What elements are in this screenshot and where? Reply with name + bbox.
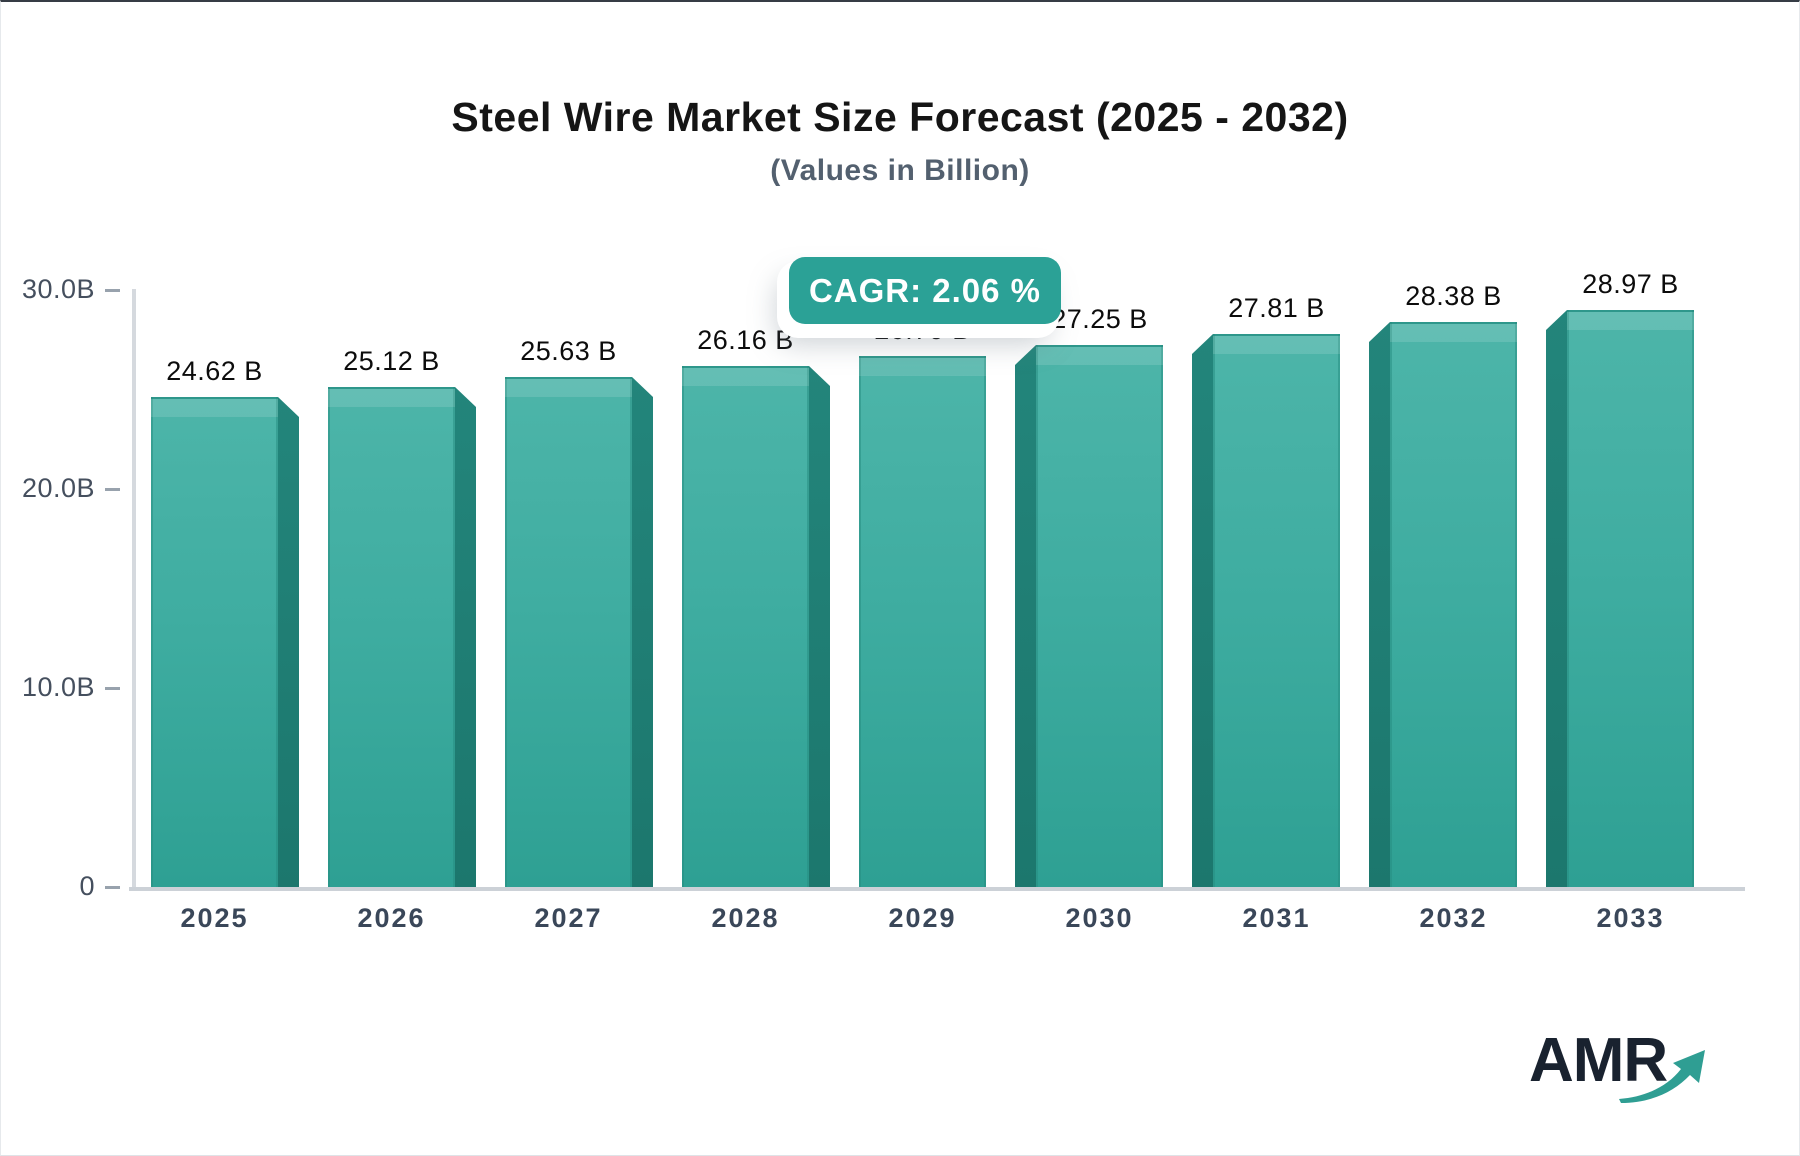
x-category-label: 2029 — [888, 903, 957, 933]
x-axis-line — [129, 887, 1745, 891]
amr-logo-text: AMR — [1529, 1026, 1668, 1095]
amr-logo: AMR — [1529, 1026, 1729, 1112]
bar-front-face — [682, 366, 809, 887]
bar[interactable] — [1546, 310, 1694, 887]
bar-value-label: 28.97 B — [1582, 269, 1679, 299]
bar-value-label: 28.38 B — [1405, 281, 1502, 311]
y-tick-label: 30.0B — [21, 274, 95, 304]
x-category-label: 2025 — [180, 903, 249, 933]
bar-front-face — [151, 397, 278, 887]
y-tick-dash — [105, 886, 120, 889]
chart-subtitle: (Values in Billion) — [770, 154, 1030, 187]
cagr-badge-label: CAGR: 2.06 % — [808, 272, 1042, 309]
chart-title: Steel Wire Market Size Forecast (2025 - … — [451, 94, 1349, 140]
bar-front-face — [1567, 310, 1694, 887]
bar-front-face — [859, 356, 986, 887]
y-tick-label: 0 — [79, 871, 95, 901]
bar[interactable] — [1192, 334, 1340, 887]
x-category-label: 2026 — [357, 903, 426, 933]
bar[interactable] — [328, 387, 476, 887]
bar-value-label: 25.63 B — [520, 336, 617, 366]
bar-front-face — [1390, 322, 1517, 887]
bar-side-face — [809, 366, 830, 887]
bar-value-label: 25.12 B — [343, 346, 440, 376]
bar-value-label: 26.16 B — [697, 325, 794, 355]
bar[interactable] — [1369, 322, 1517, 887]
bar-top-face — [682, 368, 809, 386]
bar-front-face — [1036, 345, 1163, 887]
bar-value-label: 27.25 B — [1051, 304, 1148, 334]
bar[interactable] — [505, 377, 653, 887]
bar-top-face — [151, 399, 278, 417]
bar[interactable] — [859, 356, 986, 887]
bar-front-face — [328, 387, 455, 887]
bar-side-face — [278, 397, 299, 887]
bar-top-face — [1390, 324, 1517, 342]
bar-side-face — [455, 387, 476, 887]
y-tick-label: 10.0B — [21, 672, 95, 702]
y-tick-dash — [105, 488, 120, 491]
bar-top-face — [859, 358, 986, 376]
bar-side-face — [632, 377, 653, 887]
bar[interactable] — [151, 397, 299, 887]
y-axis-line — [132, 289, 136, 887]
bar-top-face — [505, 379, 632, 397]
bar-value-label: 27.81 B — [1228, 293, 1325, 323]
bar-side-face — [1546, 310, 1567, 887]
y-tick-dash — [105, 289, 120, 292]
bar-front-face — [1213, 334, 1340, 887]
bar-top-face — [1213, 336, 1340, 354]
bar-side-face — [1369, 322, 1390, 887]
bar-side-face — [1192, 334, 1213, 887]
x-category-label: 2030 — [1065, 903, 1134, 933]
bar-value-label: 24.62 B — [166, 356, 263, 386]
x-category-label: 2031 — [1242, 903, 1311, 933]
cagr-badge: CAGR: 2.06 % — [789, 257, 1061, 324]
growth-arrow-icon — [1619, 1050, 1705, 1103]
bar[interactable] — [1015, 345, 1163, 887]
x-category-label: 2027 — [534, 903, 603, 933]
y-tick-label: 20.0B — [21, 473, 95, 503]
x-category-label: 2028 — [711, 903, 780, 933]
bar-front-face — [505, 377, 632, 887]
bar-top-face — [328, 389, 455, 407]
bar-side-face — [1015, 345, 1036, 887]
y-tick-dash — [105, 687, 120, 690]
x-category-label: 2033 — [1596, 903, 1665, 933]
x-category-label: 2032 — [1419, 903, 1488, 933]
bar[interactable] — [682, 366, 830, 887]
bar-top-face — [1567, 312, 1694, 330]
bar-top-face — [1036, 347, 1163, 365]
